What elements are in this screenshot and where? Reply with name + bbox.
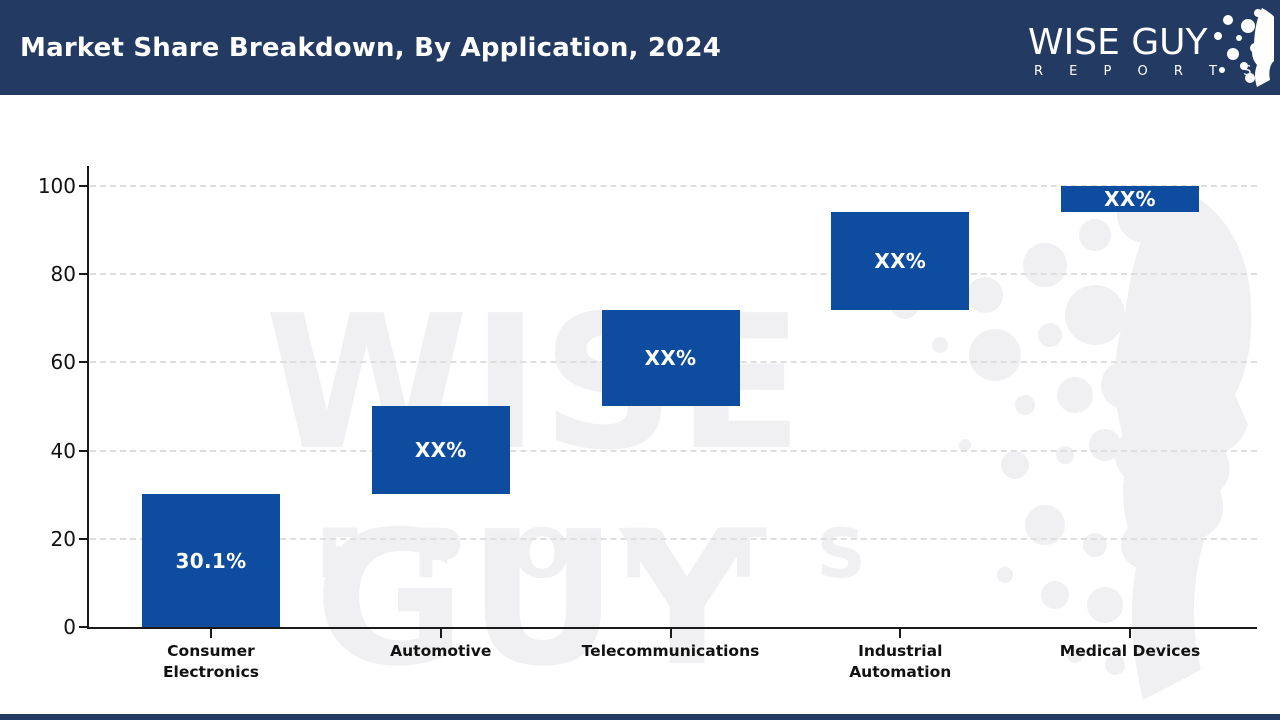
x-tick [1129, 629, 1131, 638]
bar: XX% [371, 406, 510, 495]
plot-area: 0 20 40 60 80 100 30.1% Consumer Electronics XX%… [0, 95, 1280, 714]
gridline [90, 449, 1257, 452]
logo-head-icon [1214, 8, 1274, 87]
gridline [90, 537, 1257, 540]
watermark-subtext: REPORTS [214, 515, 916, 594]
y-tick-label: 100 [37, 174, 76, 198]
gridline [90, 185, 1257, 187]
y-tick-label: 0 [63, 615, 76, 639]
x-tick [899, 629, 902, 638]
x-category-label: Medical Devices [1059, 642, 1201, 660]
x-tick [210, 629, 212, 638]
bar: 30.1% [142, 494, 280, 627]
y-tick [79, 185, 88, 187]
x-category-label: Automotive [390, 642, 492, 660]
wiseguy-logo: WISE GUY R E P O R T S [1028, 8, 1274, 87]
bar-value-label: XX% [874, 248, 927, 273]
footer-bar [0, 714, 1280, 720]
y-tick [79, 361, 88, 364]
y-axis-line [87, 166, 89, 629]
gridline [90, 273, 1257, 276]
bar-value-label: XX% [414, 438, 467, 463]
y-tick-label: 60 [50, 350, 76, 375]
chart-canvas: WISE GUY REPORTS 0 20 40 60 80 100 30.1% Consum… [0, 95, 1280, 714]
bar: XX% [831, 212, 970, 310]
watermark-head-icon [891, 185, 1252, 700]
chart-title: Market Share Breakdown, By Application, … [20, 32, 722, 63]
y-tick-label: 20 [50, 526, 76, 551]
bar: XX% [601, 309, 740, 407]
x-category-label: Telecommunications [581, 642, 760, 660]
y-tick [79, 449, 88, 452]
bar-value-label: 30.1% [175, 548, 247, 573]
logo-subtext: R E P O R T S [1034, 64, 1262, 79]
x-tick [669, 629, 672, 638]
bar: XX% [1061, 186, 1199, 213]
x-tick [439, 629, 442, 638]
x-category-label: Industrial Automation [849, 642, 952, 681]
watermark-text: WISE GUY [264, 275, 806, 707]
bar-value-label: XX% [644, 345, 697, 370]
header-bar: Market Share Breakdown, By Application, … [0, 0, 1280, 95]
x-category-label: Consumer Electronics [162, 642, 260, 681]
y-tick [79, 626, 88, 628]
x-axis-line [87, 627, 1257, 629]
bar-value-label: XX% [1104, 187, 1156, 211]
y-tick-label: 40 [50, 438, 76, 463]
y-tick [79, 273, 88, 276]
logo-text: WISE GUY [1028, 22, 1209, 63]
y-tick-label: 80 [50, 262, 76, 287]
y-tick [79, 537, 88, 540]
